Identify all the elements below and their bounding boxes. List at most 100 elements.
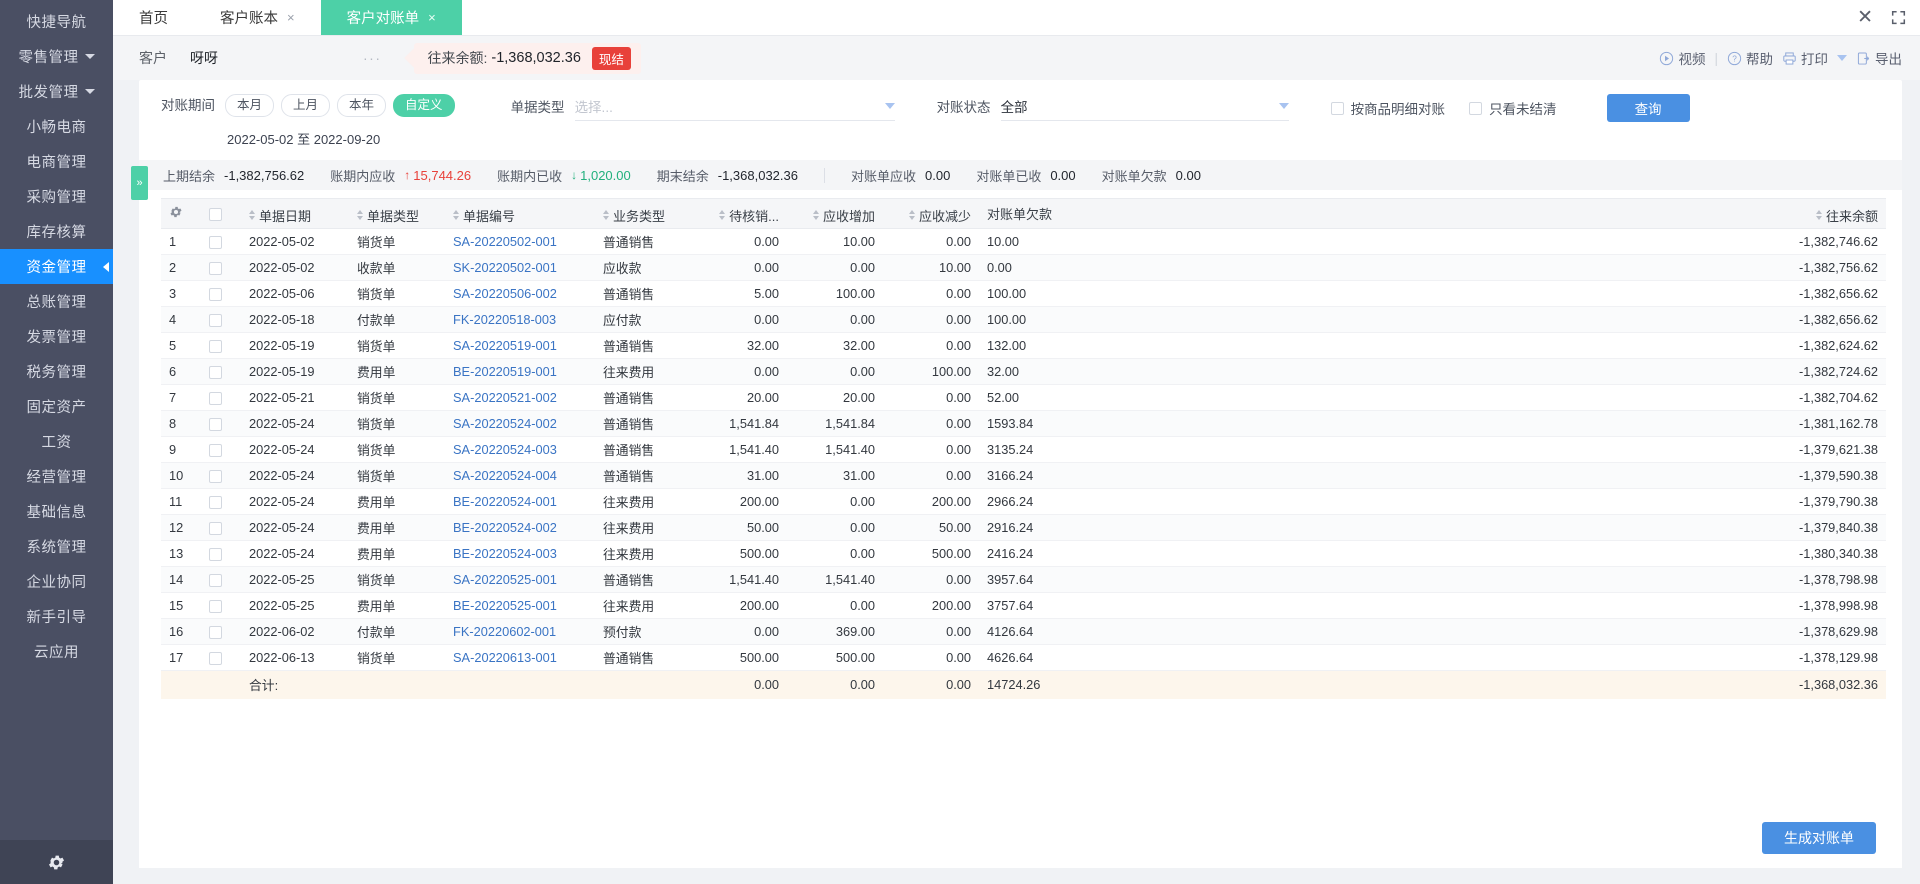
period-pill-2[interactable]: 本年 <box>337 94 387 117</box>
sidebar-item-4[interactable]: 电商管理 <box>0 144 113 179</box>
cell-doc-code[interactable]: SA-20220524-002 <box>445 410 595 437</box>
sort-icon[interactable] <box>249 210 255 221</box>
sort-icon[interactable] <box>453 210 459 221</box>
sidebar-item-14[interactable]: 基础信息 <box>0 494 113 529</box>
row-checkbox[interactable] <box>201 228 241 255</box>
row-checkbox[interactable] <box>201 358 241 385</box>
help-button[interactable]: ? 帮助 <box>1727 48 1773 68</box>
row-checkbox-box[interactable] <box>209 236 222 250</box>
table-row[interactable]: 5 2022-05-19 销货单 SA-20220519-001 普通销售 32.00 32… <box>161 332 1886 359</box>
sort-icon[interactable] <box>603 210 609 221</box>
cell-doc-code[interactable]: BE-20220524-001 <box>445 488 595 515</box>
table-row[interactable]: 1 2022-05-02 销货单 SA-20220502-001 普通销售 0.00 10.… <box>161 228 1886 255</box>
period-pill-3[interactable]: 自定义 <box>393 94 455 117</box>
sidebar-item-1[interactable]: 零售管理 <box>0 39 113 74</box>
generate-statement-button[interactable]: 生成对账单 <box>1762 822 1876 854</box>
export-button[interactable]: 导出 <box>1856 48 1902 68</box>
row-checkbox-box[interactable] <box>209 366 222 380</box>
row-checkbox-box[interactable] <box>209 522 222 536</box>
sidebar-item-0[interactable]: 快捷导航 <box>0 4 113 39</box>
tab-close-icon[interactable]: × <box>287 10 295 25</box>
expand-icon[interactable] <box>1891 10 1906 25</box>
column-header-0[interactable] <box>161 198 201 229</box>
row-checkbox-box[interactable] <box>209 288 222 302</box>
date-range-text[interactable]: 2022-05-02 至 2022-09-20 <box>227 132 381 147</box>
checkbox-unsettled[interactable]: 只看未结清 <box>1469 98 1557 118</box>
column-header-1[interactable] <box>201 198 241 229</box>
column-header-5[interactable]: 业务类型 <box>595 198 691 229</box>
table-row[interactable]: 9 2022-05-24 销货单 SA-20220524-003 普通销售 1,541.4… <box>161 436 1886 463</box>
print-button[interactable]: 打印 <box>1782 48 1847 68</box>
column-header-6[interactable]: 待核销... <box>691 198 787 229</box>
sidebar-item-2[interactable]: 批发管理 <box>0 74 113 109</box>
query-button[interactable]: 查询 <box>1606 94 1690 122</box>
sidebar-settings[interactable] <box>0 840 113 884</box>
table-row[interactable]: 11 2022-05-24 费用单 BE-20220524-001 往来费用 200.00… <box>161 488 1886 515</box>
checkbox-detail[interactable]: 按商品明细对账 <box>1330 98 1445 118</box>
customer-more-button[interactable]: ··· <box>363 50 382 66</box>
row-checkbox[interactable] <box>201 566 241 593</box>
sidebar-item-3[interactable]: 小畅电商 <box>0 109 113 144</box>
row-checkbox[interactable] <box>201 488 241 515</box>
row-checkbox[interactable] <box>201 644 241 671</box>
tab-1[interactable]: 客户账本 × <box>194 0 321 35</box>
status-select[interactable]: 全部 <box>1000 94 1289 121</box>
row-checkbox-box[interactable] <box>209 314 222 328</box>
cell-doc-code[interactable]: SA-20220613-001 <box>445 644 595 671</box>
row-checkbox[interactable] <box>201 462 241 489</box>
cell-doc-code[interactable]: BE-20220519-001 <box>445 358 595 385</box>
sidebar-item-9[interactable]: 发票管理 <box>0 319 113 354</box>
row-checkbox[interactable] <box>201 410 241 437</box>
sort-icon[interactable] <box>908 210 915 221</box>
customer-value[interactable]: 呀呀 <box>190 50 218 66</box>
column-header-10[interactable]: 往来余额 <box>1309 198 1886 229</box>
table-row[interactable]: 4 2022-05-18 付款单 FK-20220518-003 应付款 0.00 0.00… <box>161 306 1886 333</box>
table-row[interactable]: 14 2022-05-25 销货单 SA-20220525-001 普通销售 1,541.… <box>161 566 1886 593</box>
column-header-4[interactable]: 单据编号 <box>445 198 595 229</box>
table-row[interactable]: 10 2022-05-24 销货单 SA-20220524-004 普通销售 31.00 3… <box>161 462 1886 489</box>
cell-doc-code[interactable]: BE-20220524-003 <box>445 540 595 567</box>
period-pill-0[interactable]: 本月 <box>225 94 275 117</box>
video-button[interactable]: 视频 <box>1659 48 1705 68</box>
collapse-toggle[interactable]: » <box>131 166 148 200</box>
sort-icon[interactable] <box>357 210 363 221</box>
column-settings-icon[interactable] <box>169 205 183 219</box>
table-row[interactable]: 16 2022-06-02 付款单 FK-20220602-001 预付款 0.00 369… <box>161 618 1886 645</box>
row-checkbox-box[interactable] <box>209 496 222 510</box>
sidebar-item-13[interactable]: 经营管理 <box>0 459 113 494</box>
row-checkbox-box[interactable] <box>209 262 222 276</box>
cell-doc-code[interactable]: BE-20220525-001 <box>445 592 595 619</box>
row-checkbox[interactable] <box>201 280 241 307</box>
row-checkbox-box[interactable] <box>209 470 222 484</box>
sort-icon[interactable] <box>719 210 726 221</box>
table-row[interactable]: 12 2022-05-24 费用单 BE-20220524-002 往来费用 50.00 0… <box>161 514 1886 541</box>
sidebar-item-12[interactable]: 工资 <box>0 424 113 459</box>
row-checkbox-box[interactable] <box>209 340 222 354</box>
period-pill-1[interactable]: 上月 <box>281 94 331 117</box>
row-checkbox[interactable] <box>201 540 241 567</box>
sidebar-item-10[interactable]: 税务管理 <box>0 354 113 389</box>
sidebar-item-6[interactable]: 库存核算 <box>0 214 113 249</box>
tab-0[interactable]: 首页 <box>113 0 194 35</box>
column-header-3[interactable]: 单据类型 <box>349 198 445 229</box>
table-row[interactable]: 17 2022-06-13 销货单 SA-20220613-001 普通销售 500.00… <box>161 644 1886 671</box>
row-checkbox-box[interactable] <box>209 418 222 432</box>
row-checkbox[interactable] <box>201 436 241 463</box>
row-checkbox[interactable] <box>201 254 241 281</box>
cell-doc-code[interactable]: SA-20220524-004 <box>445 462 595 489</box>
sidebar-item-7[interactable]: 资金管理 <box>0 249 113 284</box>
table-row[interactable]: 15 2022-05-25 费用单 BE-20220525-001 往来费用 200.00… <box>161 592 1886 619</box>
table-row[interactable]: 3 2022-05-06 销货单 SA-20220506-002 普通销售 5.00 100… <box>161 280 1886 307</box>
row-checkbox-box[interactable] <box>209 392 222 406</box>
cell-doc-code[interactable]: BE-20220524-002 <box>445 514 595 541</box>
select-all-checkbox[interactable] <box>209 208 222 222</box>
sidebar-item-11[interactable]: 固定资产 <box>0 389 113 424</box>
table-row[interactable]: 2 2022-05-02 收款单 SK-20220502-001 应收款 0.00 0.00… <box>161 254 1886 281</box>
column-header-8[interactable]: 应收减少 <box>883 198 979 229</box>
sidebar-item-8[interactable]: 总账管理 <box>0 284 113 319</box>
row-checkbox-box[interactable] <box>209 652 222 666</box>
cell-doc-code[interactable]: SA-20220524-003 <box>445 436 595 463</box>
cell-doc-code[interactable]: SA-20220521-002 <box>445 384 595 411</box>
table-row[interactable]: 6 2022-05-19 费用单 BE-20220519-001 往来费用 0.00 0.0… <box>161 358 1886 385</box>
table-row[interactable]: 13 2022-05-24 费用单 BE-20220524-003 往来费用 500.00… <box>161 540 1886 567</box>
